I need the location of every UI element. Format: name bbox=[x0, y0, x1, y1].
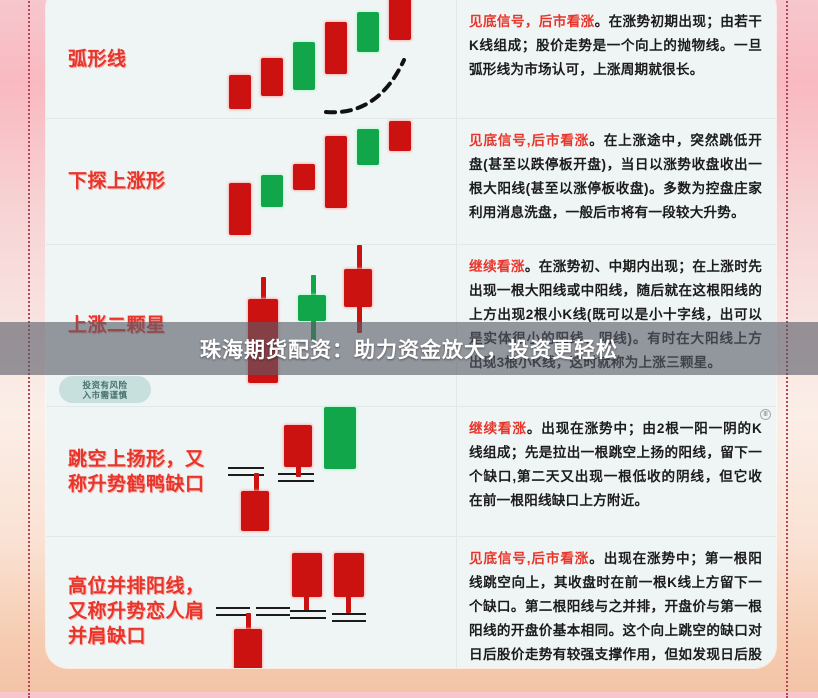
candle-red bbox=[334, 553, 364, 597]
gap-line bbox=[290, 617, 326, 619]
candle-red bbox=[325, 136, 347, 208]
candle-red bbox=[292, 553, 322, 597]
candle-green bbox=[357, 129, 379, 165]
candlestick-chart-dip bbox=[216, 119, 456, 244]
candle-green bbox=[293, 42, 315, 90]
pattern-label: 高位并排阳线，又称升势恋人肩并肩缺口 bbox=[68, 576, 205, 647]
pattern-label: 跳空上扬形，又称升势鹤鸭缺口 bbox=[68, 448, 205, 495]
risk-warning-watermark: 投资有风险 入市需谨慎 bbox=[59, 376, 151, 403]
candle-wick bbox=[311, 275, 316, 297]
pattern-row: 高位并排阳线，又称升势恋人肩并肩缺口 见底信号,后市看涨。出现在 bbox=[46, 536, 776, 668]
candle-wick bbox=[304, 595, 309, 611]
pattern-label-cell: 弧形线 bbox=[46, 0, 216, 118]
candle-green bbox=[261, 175, 283, 207]
pattern-label-cell: 高位并排阳线，又称升势恋人肩并肩缺口 bbox=[46, 537, 216, 668]
candle-green bbox=[298, 295, 326, 321]
pattern-row: 弧形线 见底信号，后市看涨。在涨势初期出现；由若干K线组成；股价走势是一个向上的… bbox=[46, 0, 776, 118]
description-highlight: 见底信号，后市看涨 bbox=[469, 14, 595, 29]
candle-red bbox=[229, 75, 251, 109]
pattern-description: 见底信号,后市看涨。在上涨途中，突然跳低开盘(甚至以跌停板开盘)，当日以涨势收盘… bbox=[456, 119, 776, 244]
gap-line bbox=[256, 614, 290, 616]
candle-wick bbox=[254, 473, 259, 493]
pattern-row: 下探上涨形 见底信号,后市看涨。在上涨途中，突然跳低开盘(甚至以跌停板开盘)，当… bbox=[46, 118, 776, 244]
gap-line bbox=[332, 620, 366, 622]
candlestick-chart-side-by-side bbox=[216, 537, 456, 668]
candle-red bbox=[261, 58, 283, 96]
description-rest: 。出现在涨势中；第一根阳线跳空向上，其收盘时在前一根K线上方留下一个缺口。第二根… bbox=[469, 551, 763, 662]
description-rest: 。在上涨途中，突然跳低开盘(甚至以跌停板开盘)，当日以涨势收盘收出一根大阳线(甚… bbox=[469, 133, 763, 220]
candle-red bbox=[325, 22, 347, 74]
overlay-banner: 珠海期货配资：助力资金放大，投资更轻松 bbox=[0, 322, 818, 375]
corner-mark-icon: Ⅲ bbox=[760, 409, 771, 420]
candle-wick bbox=[296, 465, 301, 477]
candle-wick bbox=[357, 245, 362, 271]
pattern-chart bbox=[216, 407, 456, 536]
gap-line bbox=[332, 613, 366, 615]
candle-red bbox=[293, 164, 315, 190]
gap-line bbox=[228, 467, 264, 469]
description-text: 继续看涨。出现在涨势中；由2根一阳一阴的K线组成；先是拉出一根跳空上扬的阳线，留… bbox=[469, 417, 762, 513]
description-highlight: 继续看涨 bbox=[469, 259, 525, 274]
description-text: 见底信号,后市看涨。出现在涨势中；第一根阳线跳空向上，其收盘时在前一根K线上方留… bbox=[469, 547, 762, 668]
description-highlight: 继续看涨 bbox=[469, 421, 527, 436]
overlay-title: 珠海期货配资：助力资金放大，投资更轻松 bbox=[200, 338, 618, 362]
candle-green bbox=[357, 12, 379, 52]
candle-wick bbox=[346, 595, 351, 613]
candle-red bbox=[389, 121, 411, 151]
candle-green bbox=[324, 407, 356, 469]
watermark-line-1: 投资有风险 bbox=[82, 379, 128, 390]
pattern-label-cell: 跳空上扬形，又称升势鹤鸭缺口 bbox=[46, 407, 216, 536]
candle-wick bbox=[261, 277, 266, 301]
gap-line bbox=[216, 607, 250, 609]
candlestick-chart-gap-up bbox=[216, 407, 456, 536]
candlestick-chart-arc bbox=[216, 0, 456, 118]
candle-red bbox=[284, 425, 312, 467]
pattern-chart bbox=[216, 537, 456, 668]
candle-wick bbox=[357, 305, 362, 333]
candle-red bbox=[229, 183, 251, 235]
pattern-chart bbox=[216, 0, 456, 118]
watermark-line-2: 入市需谨慎 bbox=[82, 389, 128, 400]
candle-red bbox=[241, 491, 269, 531]
gap-line bbox=[228, 474, 264, 476]
candle-red bbox=[344, 269, 372, 307]
description-rest: 。出现在涨势中；由2根一阳一阴的K线组成；先是拉出一根跳空上扬的阳线，留下一个缺… bbox=[469, 421, 762, 508]
pattern-description: 见底信号,后市看涨。出现在涨势中；第一根阳线跳空向上，其收盘时在前一根K线上方留… bbox=[456, 537, 776, 668]
description-text: 见底信号，后市看涨。在涨势初期出现；由若干K线组成；股价走势是一个向上的抛物线。… bbox=[469, 10, 762, 82]
candle-red bbox=[389, 0, 411, 40]
pattern-label: 弧形线 bbox=[68, 48, 127, 70]
pattern-description: 见底信号，后市看涨。在涨势初期出现；由若干K线组成；股价走势是一个向上的抛物线。… bbox=[456, 0, 776, 118]
gap-line bbox=[278, 480, 314, 482]
pattern-row: 跳空上扬形，又称升势鹤鸭缺口 Ⅲ 继续看涨。出现在涨势中；由2根一阳一阴的K线组… bbox=[46, 406, 776, 536]
gap-line bbox=[256, 607, 290, 609]
description-highlight: 见底信号,后市看涨 bbox=[469, 133, 590, 148]
pattern-label: 下探上涨形 bbox=[68, 171, 166, 192]
gap-line bbox=[216, 614, 250, 616]
description-text: 见底信号,后市看涨。在上涨途中，突然跳低开盘(甚至以跌停板开盘)，当日以涨势收盘… bbox=[469, 129, 762, 225]
dashed-arc-icon bbox=[324, 58, 406, 115]
candle-red bbox=[234, 629, 262, 668]
candle-wick bbox=[246, 613, 251, 631]
gap-line bbox=[290, 610, 326, 612]
description-rest: 。在涨势初期出现；由若干K线组成；股价走势是一个向上的抛物线。一旦弧形线为市场认… bbox=[469, 14, 762, 77]
pattern-label-cell: 下探上涨形 bbox=[46, 119, 216, 244]
pattern-description: Ⅲ 继续看涨。出现在涨势中；由2根一阳一阴的K线组成；先是拉出一根跳空上扬的阳线… bbox=[456, 407, 776, 536]
description-highlight: 见底信号,后市看涨 bbox=[469, 551, 590, 566]
pattern-chart bbox=[216, 119, 456, 244]
